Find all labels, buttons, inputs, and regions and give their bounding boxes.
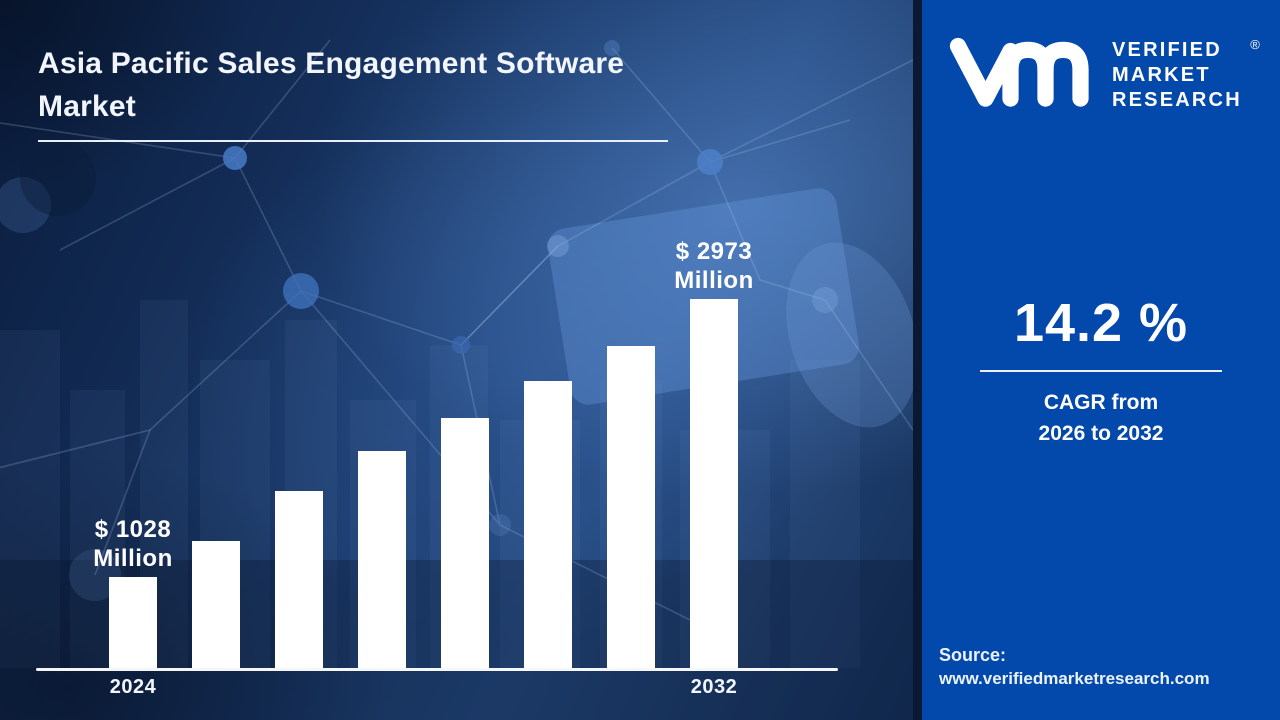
brand-logo: VERIFIED MARKET RESEARCH ® [948,32,1260,113]
brand-line-3: RESEARCH [1112,89,1242,111]
chart-bar-index-6 [607,346,655,668]
brand-text: VERIFIED MARKET RESEARCH ® [1112,37,1260,113]
chart-bar-index-4 [441,418,489,668]
bar-value-label-2024: $ 1028 Million [43,515,223,573]
chart-bar-index-2 [275,491,323,668]
chart-bar-index-3 [358,451,406,668]
bar-value-label-2032: $ 2973 Million [624,237,804,295]
vm-monogram-icon [949,37,1089,107]
stat-panel: VERIFIED MARKET RESEARCH ® 14.2 % CAGR f… [922,0,1280,720]
chart-bar-index-1 [192,541,240,668]
bar-value-amount: $ 1028 [94,516,172,543]
chart-bar-index-5 [524,381,572,668]
brand-line-1: VERIFIED [1112,39,1222,61]
network-nodes [0,40,838,601]
bar-value-unit: Million [674,267,754,294]
cagr-underline [980,370,1222,372]
cagr-value: 14.2 % [1013,293,1189,353]
brand-line-2: MARKET [1112,64,1211,86]
source-block: Source: www.verifiedmarketresearch.com [939,643,1210,690]
source-label: Source: [939,645,1007,665]
cagr-caption-line-1: CAGR from [1043,391,1159,414]
source-url-link[interactable]: www.verifiedmarketresearch.com [939,669,1210,688]
cagr-caption: CAGR from 2026 to 2032 [922,387,1280,449]
bar-value-amount: $ 2973 [675,238,753,265]
cagr-caption-line-2: 2026 to 2032 [1038,422,1164,445]
chart-bar-2024 [109,577,157,668]
panel-divider [913,0,922,720]
cagr-block: 14.2 % CAGR from 2026 to 2032 [922,292,1280,449]
hand-shape [786,242,913,428]
chart-region: Asia Pacific Sales Engagement Software M… [0,0,913,720]
title-underline [38,140,668,142]
x-tick-2024: 2024 [109,676,157,698]
chart-bar-2032 [690,299,738,668]
x-axis-line [36,668,838,671]
registered-trademark-icon: ® [1250,37,1260,52]
page-title: Asia Pacific Sales Engagement Software M… [38,47,625,123]
x-tick-2032: 2032 [690,676,738,698]
bar-value-unit: Million [93,545,173,572]
